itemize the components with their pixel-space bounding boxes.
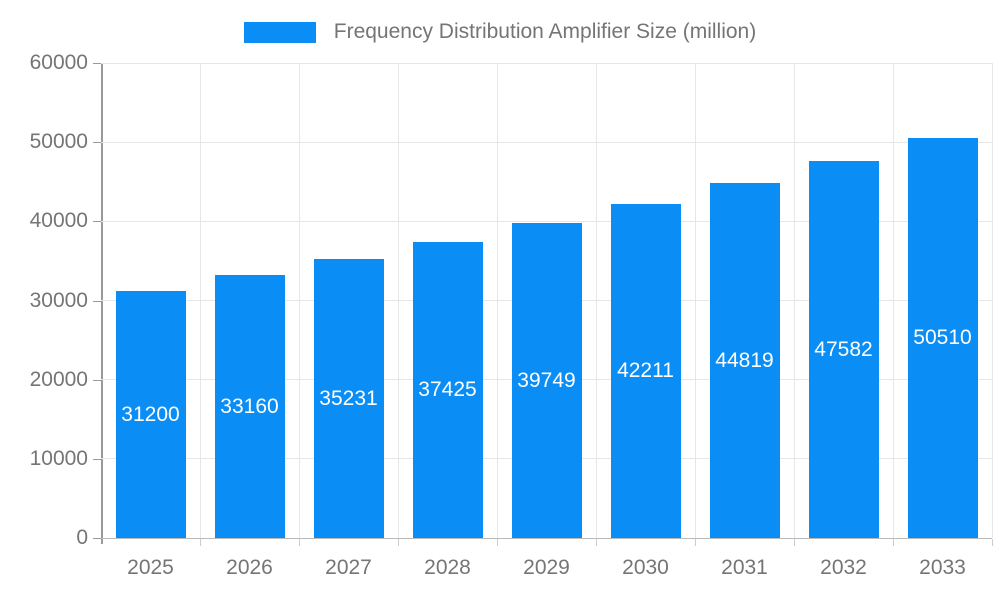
x-axis-tick [398,539,399,546]
x-axis-tick-label: 2026 [226,556,273,579]
y-axis-tick-label: 60000 [29,51,88,74]
y-axis-tick [93,300,101,302]
y-axis-tick [93,379,101,381]
x-axis-tick-label: 2030 [622,556,669,579]
x-axis-tick-label: 2028 [424,556,471,579]
x-gridline [793,63,795,538]
x-axis-tick [794,539,795,546]
bar-2029[interactable] [511,223,582,538]
bar-2028[interactable] [412,241,483,538]
y-axis-tick [93,458,101,460]
bar-value-label: 42211 [617,358,674,382]
y-gridline [101,141,992,143]
x-gridline [199,63,201,538]
y-axis-line [101,63,103,544]
bar-value-label: 35231 [319,386,378,410]
y-gridline [101,220,992,222]
x-axis-tick-label: 2025 [127,556,174,579]
plot-area: 31200 33160 35231 37425 39749 42211 44819 47582… [101,62,993,538]
x-axis-tick [497,539,498,546]
x-axis-tick [596,539,597,546]
bar-2031[interactable] [709,183,780,538]
x-gridline [298,63,300,538]
x-axis-tick [992,539,993,546]
x-axis-tick [695,539,696,546]
y-axis-tick-label: 20000 [29,367,88,391]
bar-2032[interactable] [808,161,879,538]
y-axis-tick-label: 50000 [29,130,88,154]
y-axis-tick-label: 10000 [29,446,88,470]
bar-value-label: 47582 [814,337,873,361]
x-gridline [991,63,993,538]
y-axis-tick-label: 0 [76,526,88,549]
bar-value-label: 37425 [418,377,477,401]
x-gridline [496,63,498,538]
y-gridline [101,62,992,64]
bar-2025[interactable] [115,291,186,538]
x-axis-line [95,538,992,539]
y-axis-tick-label: 40000 [29,209,88,233]
bar-value-label: 50510 [913,326,972,350]
x-axis-tick [299,539,300,546]
bar-value-label: 33160 [220,394,279,418]
y-axis-tick [93,142,101,144]
bar-value-label: 31200 [121,402,180,426]
y-axis-tick [93,538,101,539]
bar-2030[interactable] [610,203,681,538]
x-axis-tick [200,539,201,546]
x-axis-tick-label: 2033 [919,556,966,579]
bar-2033[interactable] [907,138,978,538]
x-gridline [694,63,696,538]
x-axis-tick-label: 2027 [325,556,372,579]
bar-2026[interactable] [214,275,285,538]
x-gridline [397,63,399,538]
bar-value-label: 39749 [517,368,576,392]
y-axis-tick [93,63,101,64]
chart-legend[interactable]: Frequency Distribution Amplifier Size (m… [0,20,1000,44]
x-axis-tick-label: 2029 [523,556,570,579]
legend-label: Frequency Distribution Amplifier Size (m… [333,20,757,43]
x-gridline [892,63,894,538]
y-axis-tick [93,221,101,223]
x-axis-tick [893,539,894,546]
bar-value-label: 44819 [715,348,774,372]
x-gridline [595,63,597,538]
bar-2027[interactable] [313,259,384,538]
x-axis-tick-label: 2031 [721,556,768,579]
legend-swatch-icon [243,21,316,43]
y-axis-tick-label: 30000 [29,288,88,312]
x-axis-tick-label: 2032 [820,556,867,579]
